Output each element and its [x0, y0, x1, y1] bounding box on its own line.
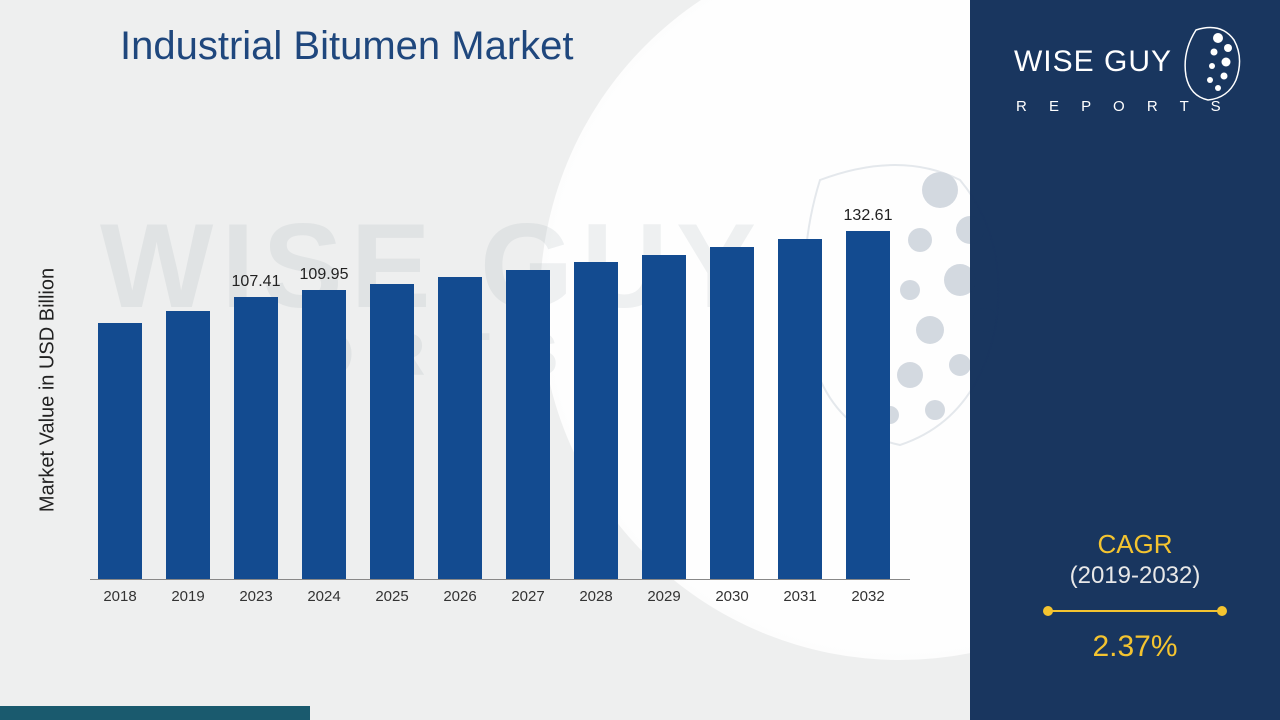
x-tick-label: 2018	[103, 588, 136, 605]
bar-group: 109.95	[302, 290, 346, 579]
bar-value-label: 132.61	[844, 207, 893, 225]
bottom-accent-bar	[0, 706, 310, 720]
bar	[166, 311, 210, 579]
bar	[98, 323, 142, 579]
bar	[370, 284, 414, 579]
x-tick-label: 2019	[171, 588, 204, 605]
x-tick-label: 2027	[511, 588, 544, 605]
x-tick-label: 2026	[443, 588, 476, 605]
cagr-value: 2.37%	[1030, 630, 1240, 664]
x-tick-label: 2025	[375, 588, 408, 605]
cagr-label: CAGR	[1030, 529, 1240, 560]
logo-text-sub: R E P O R T S	[1016, 98, 1246, 115]
cagr-period: (2019-2032)	[1030, 562, 1240, 590]
x-tick-label: 2031	[783, 588, 816, 605]
bar-group: 107.41	[234, 297, 278, 579]
bar-value-label: 107.41	[232, 273, 281, 291]
bar-group	[98, 323, 142, 579]
bar	[438, 277, 482, 579]
logo-text-main: WISE GUY	[1014, 45, 1172, 79]
x-tick-label: 2029	[647, 588, 680, 605]
bar	[642, 255, 686, 579]
bar-group	[370, 284, 414, 579]
bar	[846, 231, 890, 579]
bar-group	[506, 270, 550, 579]
y-axis-label: Market Value in USD Billion	[37, 268, 60, 512]
bar-group	[438, 277, 482, 579]
head-dots-icon	[1176, 22, 1246, 102]
x-tick-label: 2024	[307, 588, 340, 605]
bar-value-label: 109.95	[300, 266, 349, 284]
chart-title: Industrial Bitumen Market	[120, 24, 574, 69]
bar-group	[166, 311, 210, 579]
brand-logo: WISE GUY R E P O R T S	[1014, 22, 1246, 115]
market-chart-page: WISE GUY REPORTS Industrial Bitumen Mark…	[0, 0, 1280, 720]
cagr-block: CAGR (2019-2032) 2.37%	[1030, 529, 1240, 664]
bar-group	[574, 262, 618, 579]
chart-area: Market Value in USD Billion 107.41109.95…	[60, 160, 910, 620]
bar	[506, 270, 550, 579]
bar	[778, 239, 822, 579]
bar	[234, 297, 278, 579]
bar	[710, 247, 754, 579]
logo-main-row: WISE GUY	[1014, 22, 1246, 102]
x-tick-label: 2032	[851, 588, 884, 605]
bar-plot: 107.41 109.95 132.61	[90, 160, 910, 580]
bar-group	[710, 247, 754, 579]
x-tick-label: 2030	[715, 588, 748, 605]
bar-group: 132.61	[846, 231, 890, 579]
bar	[574, 262, 618, 579]
cagr-divider	[1048, 610, 1222, 612]
bar	[302, 290, 346, 579]
x-tick-label: 2023	[239, 588, 272, 605]
bar-group	[778, 239, 822, 579]
x-tick-label: 2028	[579, 588, 612, 605]
bar-group	[642, 255, 686, 579]
